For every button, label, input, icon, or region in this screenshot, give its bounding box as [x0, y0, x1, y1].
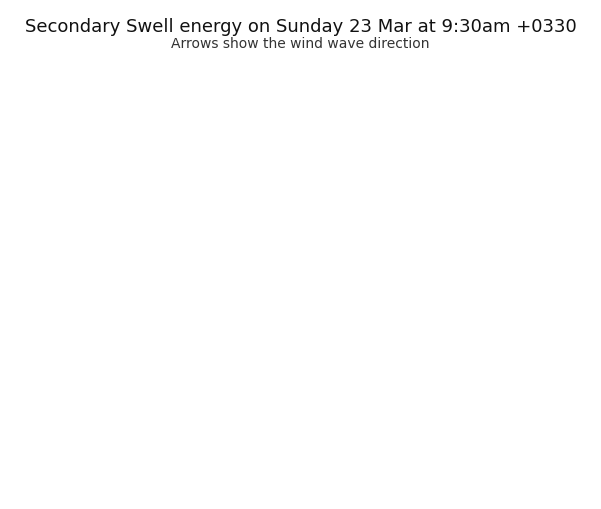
Text: Secondary Swell energy on Sunday 23 Mar at 9:30am +0330: Secondary Swell energy on Sunday 23 Mar …	[25, 18, 576, 36]
Text: Arrows show the wind wave direction: Arrows show the wind wave direction	[171, 37, 430, 50]
